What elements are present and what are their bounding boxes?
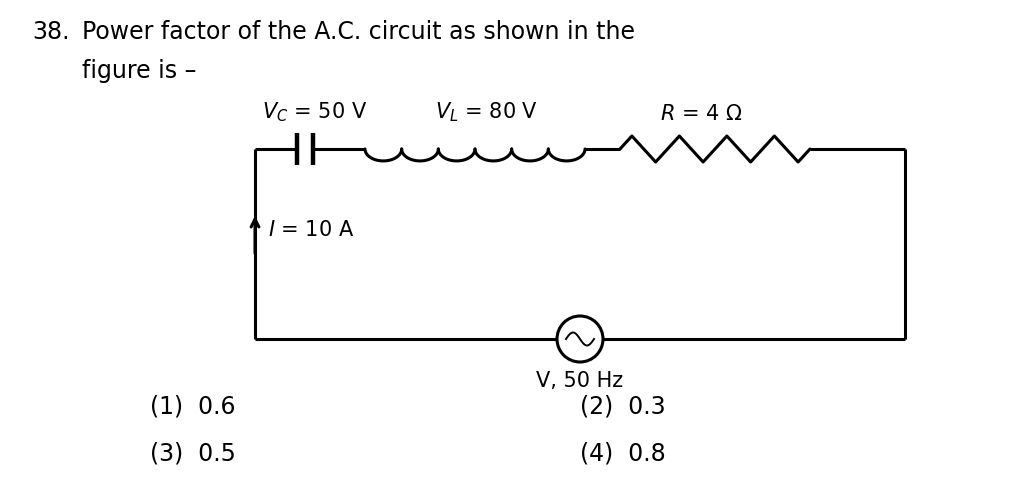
Text: (4)  0.8: (4) 0.8 (580, 441, 666, 465)
Text: V, 50 Hz: V, 50 Hz (537, 370, 624, 390)
Text: (2)  0.3: (2) 0.3 (580, 394, 666, 418)
Text: $R$ = 4 Ω: $R$ = 4 Ω (660, 104, 742, 124)
Text: $V_L$ = 80 V: $V_L$ = 80 V (435, 100, 538, 124)
Text: 38.: 38. (32, 20, 70, 44)
Text: $V_C$ = 50 V: $V_C$ = 50 V (262, 100, 368, 124)
Text: Power factor of the A.C. circuit as shown in the: Power factor of the A.C. circuit as show… (82, 20, 635, 44)
Text: $I$ = 10 A: $I$ = 10 A (268, 220, 354, 240)
Text: (3)  0.5: (3) 0.5 (150, 441, 236, 465)
Text: (1)  0.6: (1) 0.6 (150, 394, 236, 418)
Text: figure is –: figure is – (82, 59, 197, 83)
